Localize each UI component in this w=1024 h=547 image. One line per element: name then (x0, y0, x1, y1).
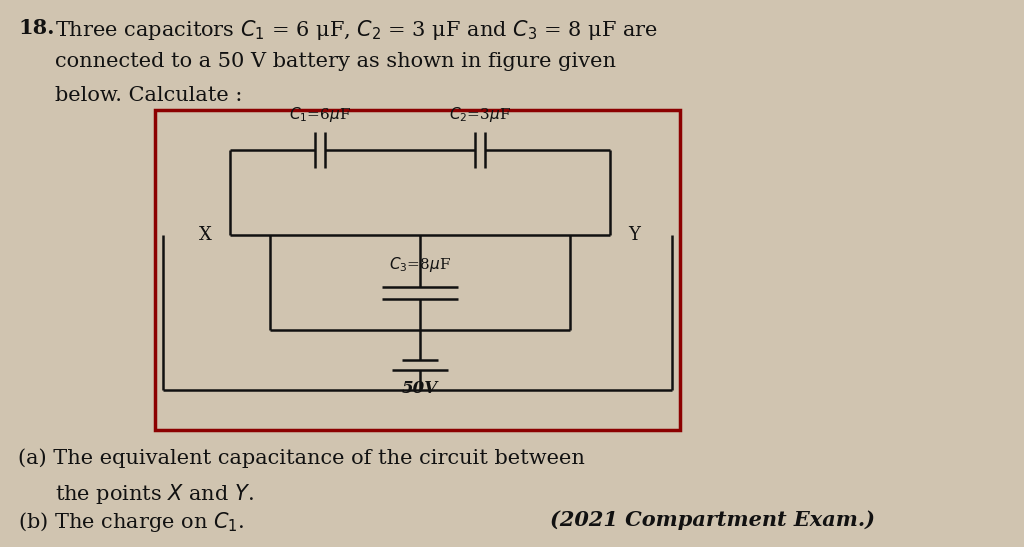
Text: 50V: 50V (402, 380, 438, 397)
Text: 18.: 18. (18, 18, 54, 38)
Text: Y: Y (628, 226, 640, 244)
Text: (b) The charge on $C_1$.: (b) The charge on $C_1$. (18, 510, 245, 534)
Text: (a) The equivalent capacitance of the circuit between: (a) The equivalent capacitance of the ci… (18, 448, 585, 468)
Text: (2021 Compartment Exam.): (2021 Compartment Exam.) (550, 510, 874, 530)
Text: the points $X$ and $Y$.: the points $X$ and $Y$. (55, 482, 254, 506)
Text: $C_2$=3$\mu$F: $C_2$=3$\mu$F (450, 105, 511, 124)
Text: X: X (199, 226, 212, 244)
Text: $C_3$=8$\mu$F: $C_3$=8$\mu$F (389, 255, 451, 275)
Text: $C_1$=6$\mu$F: $C_1$=6$\mu$F (289, 105, 351, 124)
Text: below. Calculate :: below. Calculate : (55, 86, 243, 105)
Bar (155, 110, 680, 430)
Text: Three capacitors $C_1$ = 6 μF, $C_2$ = 3 μF and $C_3$ = 8 μF are: Three capacitors $C_1$ = 6 μF, $C_2$ = 3… (55, 18, 658, 42)
Text: connected to a 50 V battery as shown in figure given: connected to a 50 V battery as shown in … (55, 52, 616, 71)
